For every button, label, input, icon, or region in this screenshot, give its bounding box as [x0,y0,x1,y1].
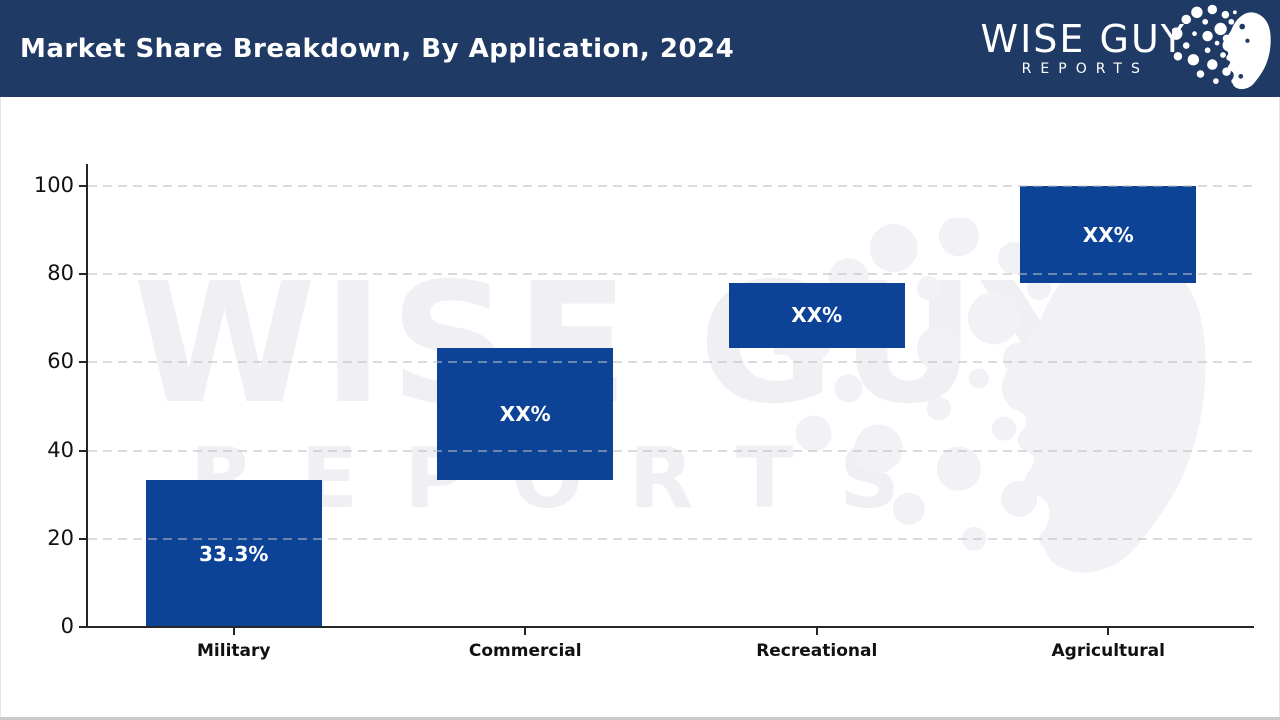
x-tick-mark [524,628,527,635]
bar-value-label: XX% [1082,222,1134,247]
x-tick-label-agricultural: Agricultural [1051,641,1165,661]
bar-value-label: 33.3% [199,541,269,566]
y-tick-mark [79,361,87,364]
bar-value-label: XX% [499,401,551,426]
y-tick-mark [79,449,87,452]
bar-segment-recreational: XX% [728,283,905,348]
logo-brand-sub: REPORTS [1021,61,1149,77]
wise-guy-logo: WISE GUY REPORTS [981,0,1274,97]
y-tick-mark [79,537,87,540]
x-tick-label-military: Military [197,641,271,661]
x-tick-mark [815,628,818,635]
wise-guy-face-icon [1172,4,1271,90]
y-tick-mark [79,626,87,628]
y-tick-label: 0 [60,614,74,638]
y-tick-label: 100 [33,173,74,197]
x-tick-mark [1107,628,1110,635]
gridline [88,361,1254,364]
bar-segment-military: 33.3% [145,480,322,627]
bar-value-label: XX% [791,303,843,328]
logo-brand-name: WISE GUY [980,17,1186,61]
bar-segment-agricultural: XX% [1020,186,1197,284]
x-tick-label-recreational: Recreational [756,641,878,661]
y-axis-line [86,164,88,628]
x-axis-line [86,626,1254,628]
y-tick-mark [79,273,87,276]
page-title: Market Share Breakdown, By Application, … [20,33,735,64]
gridline [88,185,1254,187]
gridline [88,537,1254,540]
y-tick-label: 80 [47,261,74,286]
y-tick-label: 60 [47,349,74,374]
x-tick-label-commercial: Commercial [468,641,582,661]
header-banner: Market Share Breakdown, By Application, … [0,0,1280,97]
x-tick-mark [232,628,235,635]
gridline [88,273,1254,276]
bar-segment-commercial: XX% [437,347,614,481]
y-tick-mark [79,185,87,187]
y-tick-label: 20 [47,525,74,550]
gridline [88,449,1254,452]
y-tick-label: 40 [47,437,74,462]
